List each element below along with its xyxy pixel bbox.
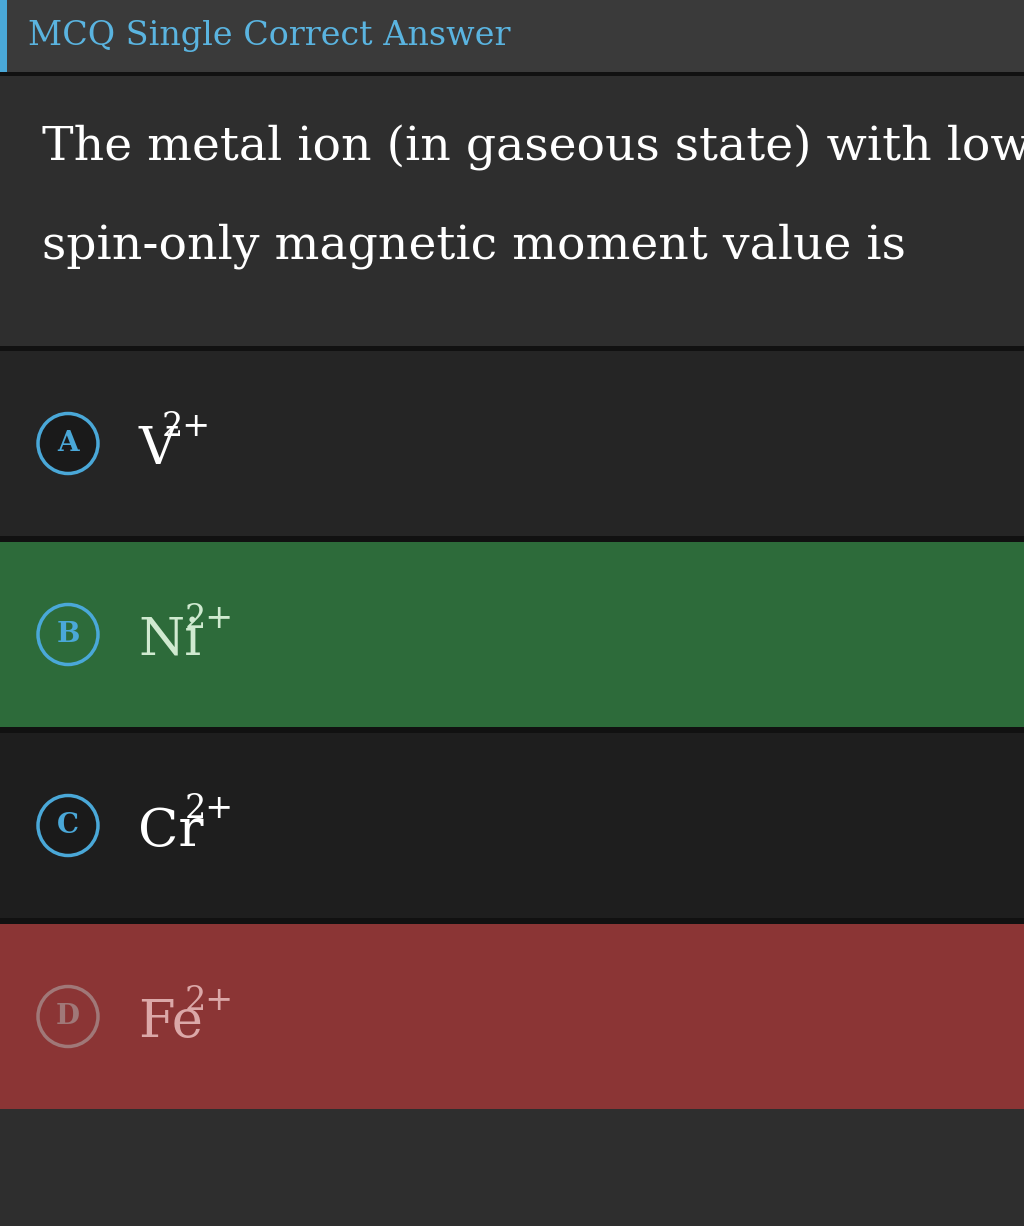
Text: D: D bbox=[56, 1003, 80, 1030]
Circle shape bbox=[38, 796, 98, 856]
FancyBboxPatch shape bbox=[0, 76, 1024, 346]
FancyBboxPatch shape bbox=[0, 733, 1024, 918]
FancyBboxPatch shape bbox=[0, 72, 1024, 76]
FancyBboxPatch shape bbox=[0, 0, 7, 72]
Circle shape bbox=[38, 987, 98, 1047]
Text: V: V bbox=[138, 424, 176, 474]
FancyBboxPatch shape bbox=[0, 918, 1024, 924]
Text: spin-only magnetic moment value is: spin-only magnetic moment value is bbox=[42, 223, 906, 268]
Text: Ni: Ni bbox=[138, 615, 201, 666]
Text: 2+: 2+ bbox=[185, 793, 234, 825]
Text: Fe: Fe bbox=[138, 997, 203, 1048]
Text: A: A bbox=[57, 430, 79, 457]
FancyBboxPatch shape bbox=[0, 542, 1024, 727]
Text: The metal ion (in gaseous state) with lowest: The metal ion (in gaseous state) with lo… bbox=[42, 125, 1024, 172]
FancyBboxPatch shape bbox=[0, 727, 1024, 733]
FancyBboxPatch shape bbox=[0, 351, 1024, 536]
FancyBboxPatch shape bbox=[0, 536, 1024, 542]
Text: MCQ Single Correct Answer: MCQ Single Correct Answer bbox=[28, 20, 511, 51]
FancyBboxPatch shape bbox=[0, 346, 1024, 351]
Text: C: C bbox=[57, 812, 79, 839]
Text: Cr: Cr bbox=[138, 805, 204, 857]
Text: 2+: 2+ bbox=[185, 984, 234, 1016]
Text: B: B bbox=[56, 622, 80, 649]
Text: 2+: 2+ bbox=[162, 412, 211, 444]
FancyBboxPatch shape bbox=[0, 0, 1024, 72]
Circle shape bbox=[38, 413, 98, 473]
Circle shape bbox=[38, 604, 98, 664]
FancyBboxPatch shape bbox=[0, 924, 1024, 1110]
Text: 2+: 2+ bbox=[185, 602, 234, 635]
